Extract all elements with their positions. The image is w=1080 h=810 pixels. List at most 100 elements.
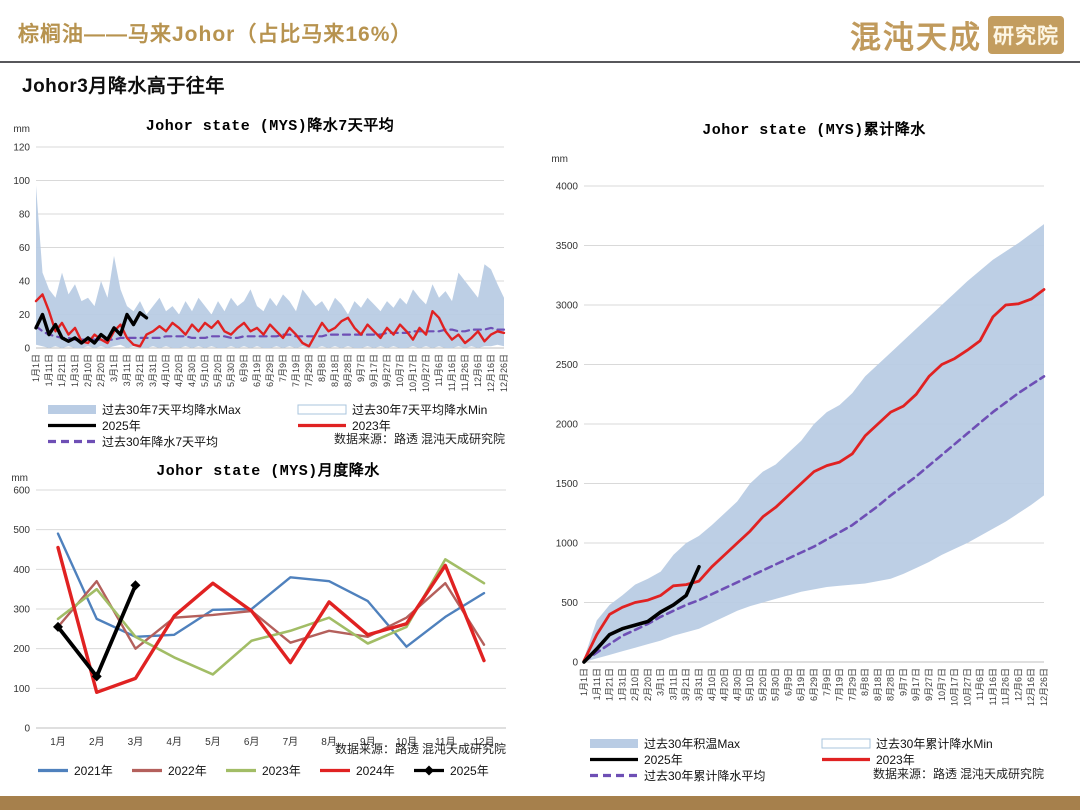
svg-text:Johor state (MYS)累计降水: Johor state (MYS)累计降水 xyxy=(702,120,926,139)
svg-text:过去30年7天平均降水Max: 过去30年7天平均降水Max xyxy=(102,403,241,417)
svg-text:3月: 3月 xyxy=(128,736,144,748)
svg-text:8月28日: 8月28日 xyxy=(343,354,353,387)
svg-text:4月: 4月 xyxy=(166,736,182,748)
chart-monthly-rainfall: 0 100 200 300 400 500 600 1月 2月 3月 4月 5月 6月 7月 8月 9月 10月… xyxy=(11,461,506,778)
svg-text:1月31日: 1月31日 xyxy=(70,354,80,387)
svg-text:7月29日: 7月29日 xyxy=(304,354,314,387)
svg-text:1月31日: 1月31日 xyxy=(617,668,627,701)
svg-text:3月1日: 3月1日 xyxy=(109,354,119,382)
svg-text:2月10日: 2月10日 xyxy=(83,354,93,387)
svg-text:mm: mm xyxy=(551,154,568,165)
svg-text:3月11日: 3月11日 xyxy=(122,354,132,386)
svg-text:6月9日: 6月9日 xyxy=(239,354,249,382)
svg-text:20: 20 xyxy=(19,310,31,321)
svg-text:500: 500 xyxy=(561,598,578,609)
svg-text:2022年: 2022年 xyxy=(168,764,207,778)
svg-text:2月20日: 2月20日 xyxy=(96,354,106,387)
svg-text:1月11日: 1月11日 xyxy=(44,354,54,386)
svg-text:10月7日: 10月7日 xyxy=(937,668,947,701)
svg-text:9月7日: 9月7日 xyxy=(356,354,366,382)
svg-text:9月27日: 9月27日 xyxy=(924,668,934,701)
svg-text:10月27日: 10月27日 xyxy=(421,354,431,392)
svg-text:8月8日: 8月8日 xyxy=(317,354,327,382)
svg-text:10月: 10月 xyxy=(396,736,417,748)
svg-text:过去30年累计降水Min: 过去30年累计降水Min xyxy=(876,737,993,751)
svg-text:2023年: 2023年 xyxy=(352,419,391,433)
svg-text:3月21日: 3月21日 xyxy=(135,354,145,387)
svg-text:Johor state (MYS)月度降水: Johor state (MYS)月度降水 xyxy=(156,461,380,480)
header-divider xyxy=(0,61,1080,63)
svg-text:60: 60 xyxy=(19,243,31,254)
svg-text:9月27日: 9月27日 xyxy=(382,354,392,387)
svg-text:7月19日: 7月19日 xyxy=(835,668,845,701)
svg-text:4月10日: 4月10日 xyxy=(161,354,171,387)
svg-text:1月21日: 1月21日 xyxy=(605,668,615,701)
svg-text:2021年: 2021年 xyxy=(74,764,113,778)
svg-text:10月7日: 10月7日 xyxy=(395,354,405,387)
svg-text:2025年: 2025年 xyxy=(450,764,489,778)
svg-text:过去30年累计降水平均: 过去30年累计降水平均 xyxy=(644,769,765,783)
svg-text:10月17日: 10月17日 xyxy=(950,668,960,706)
svg-text:2025年: 2025年 xyxy=(102,419,141,433)
svg-text:5月20日: 5月20日 xyxy=(213,354,223,387)
svg-text:12月: 12月 xyxy=(473,736,494,748)
svg-text:3月31日: 3月31日 xyxy=(148,354,158,387)
svg-text:4月10日: 4月10日 xyxy=(707,668,717,701)
svg-text:5月30日: 5月30日 xyxy=(771,668,781,701)
svg-text:200: 200 xyxy=(13,644,30,655)
svg-text:6月29日: 6月29日 xyxy=(265,354,275,387)
svg-text:7月9日: 7月9日 xyxy=(822,668,832,696)
svg-text:0: 0 xyxy=(24,344,30,355)
svg-text:1月: 1月 xyxy=(50,736,66,748)
svg-text:2月10日: 2月10日 xyxy=(630,668,640,701)
svg-text:12月16日: 12月16日 xyxy=(1026,668,1036,706)
svg-text:1月11日: 1月11日 xyxy=(592,668,602,700)
svg-text:6月19日: 6月19日 xyxy=(796,668,806,701)
svg-text:mm: mm xyxy=(13,124,30,135)
svg-text:600: 600 xyxy=(13,486,30,497)
svg-text:3月11日: 3月11日 xyxy=(668,668,678,700)
svg-text:3500: 3500 xyxy=(556,241,579,252)
svg-text:8月18日: 8月18日 xyxy=(873,668,883,701)
svg-text:10月27日: 10月27日 xyxy=(962,668,972,706)
svg-text:11月26日: 11月26日 xyxy=(460,354,470,391)
svg-text:8月28日: 8月28日 xyxy=(886,668,896,701)
svg-text:4月30日: 4月30日 xyxy=(187,354,197,387)
company-logo: 混沌天成 研究院 xyxy=(850,12,1064,57)
svg-text:6月: 6月 xyxy=(244,736,260,748)
svg-text:数据来源：路透 混沌天成研究院: 数据来源：路透 混沌天成研究院 xyxy=(873,766,1044,781)
svg-text:3月1日: 3月1日 xyxy=(656,668,666,696)
svg-text:过去30年降水7天平均: 过去30年降水7天平均 xyxy=(102,435,218,449)
svg-text:1月1日: 1月1日 xyxy=(579,668,589,696)
svg-text:过去30年积温Max: 过去30年积温Max xyxy=(644,737,740,751)
svg-text:100: 100 xyxy=(13,176,30,187)
svg-text:2月: 2月 xyxy=(89,736,105,748)
svg-text:0: 0 xyxy=(24,724,30,735)
svg-text:4月30日: 4月30日 xyxy=(732,668,742,701)
svg-text:8月18日: 8月18日 xyxy=(330,354,340,387)
logo-wordmark: 混沌天成 xyxy=(850,20,982,55)
svg-text:11月6日: 11月6日 xyxy=(434,354,444,386)
svg-text:10月17日: 10月17日 xyxy=(408,354,418,392)
svg-text:9月17日: 9月17日 xyxy=(369,354,379,387)
chart-cumulative-rainfall: 0 500 1000 1500 2000 2500 3000 3500 4000 1月1日 1月11… xyxy=(551,120,1049,783)
svg-text:5月20日: 5月20日 xyxy=(758,668,768,701)
svg-text:12月26日: 12月26日 xyxy=(499,354,509,392)
svg-text:400: 400 xyxy=(13,565,30,576)
svg-text:1500: 1500 xyxy=(556,479,579,490)
svg-text:2025年: 2025年 xyxy=(644,753,683,767)
svg-text:mm: mm xyxy=(11,473,28,484)
svg-text:11月6日: 11月6日 xyxy=(975,668,985,700)
svg-text:12月6日: 12月6日 xyxy=(473,354,483,387)
svg-text:11月16日: 11月16日 xyxy=(988,668,998,705)
svg-text:1月21日: 1月21日 xyxy=(57,354,67,387)
svg-text:1月1日: 1月1日 xyxy=(31,354,41,382)
svg-text:5月: 5月 xyxy=(205,736,221,748)
svg-text:2月20日: 2月20日 xyxy=(643,668,653,701)
svg-text:120: 120 xyxy=(13,143,30,154)
svg-text:2500: 2500 xyxy=(556,360,579,371)
svg-text:4月20日: 4月20日 xyxy=(720,668,730,701)
svg-text:11月: 11月 xyxy=(435,736,455,748)
svg-text:3000: 3000 xyxy=(556,301,579,312)
